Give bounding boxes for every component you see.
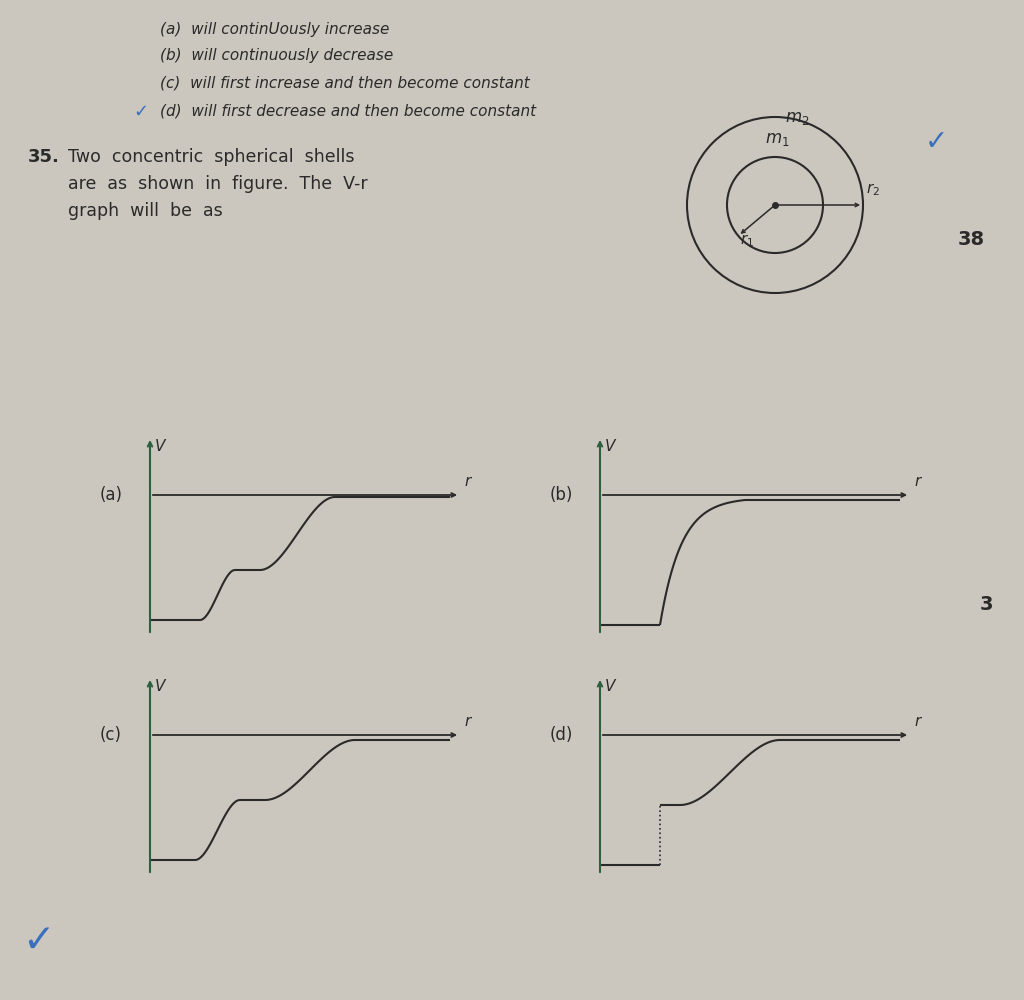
Text: $r_2$: $r_2$	[866, 181, 880, 198]
Text: $r_1$: $r_1$	[740, 232, 755, 249]
Text: r: r	[914, 714, 921, 729]
Text: (b): (b)	[550, 486, 573, 504]
Text: ✓: ✓	[22, 922, 54, 960]
Text: V: V	[155, 439, 165, 454]
Text: (a): (a)	[100, 486, 123, 504]
Text: graph  will  be  as: graph will be as	[68, 202, 223, 220]
Text: (d)  will first decrease and then become constant: (d) will first decrease and then become …	[160, 103, 537, 118]
Text: (a)  will continUously increase: (a) will continUously increase	[160, 22, 389, 37]
Text: ✓: ✓	[925, 128, 948, 156]
Text: r: r	[464, 714, 470, 729]
Text: (d): (d)	[550, 726, 573, 744]
Text: ✓: ✓	[133, 103, 148, 121]
Text: V: V	[605, 439, 615, 454]
Text: V: V	[155, 679, 165, 694]
Text: Two  concentric  spherical  shells: Two concentric spherical shells	[68, 148, 354, 166]
Text: (b)  will continuously decrease: (b) will continuously decrease	[160, 48, 393, 63]
Text: r: r	[914, 474, 921, 489]
Text: 35.: 35.	[28, 148, 59, 166]
Text: 3: 3	[980, 595, 993, 614]
Text: 38: 38	[957, 230, 985, 249]
Text: r: r	[464, 474, 470, 489]
Text: (c)  will first increase and then become constant: (c) will first increase and then become …	[160, 75, 529, 90]
Text: are  as  shown  in  figure.  The  V-r: are as shown in figure. The V-r	[68, 175, 368, 193]
Text: (c): (c)	[100, 726, 122, 744]
Text: $m_2$: $m_2$	[785, 109, 809, 127]
Text: $m_1$: $m_1$	[765, 130, 790, 148]
Text: V: V	[605, 679, 615, 694]
